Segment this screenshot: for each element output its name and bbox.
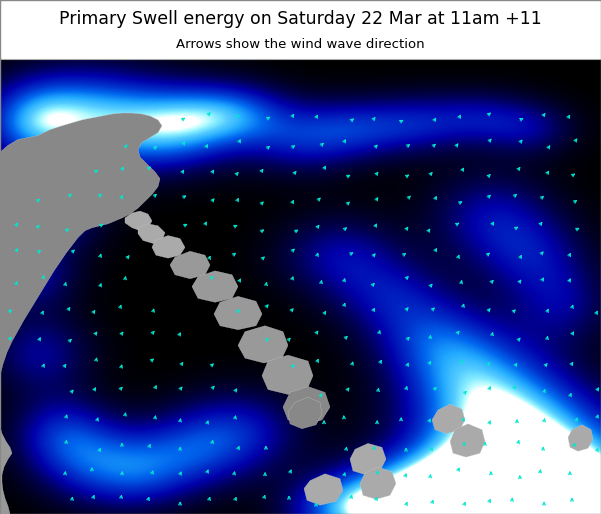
Polygon shape bbox=[350, 444, 386, 475]
Polygon shape bbox=[138, 224, 165, 244]
Polygon shape bbox=[170, 251, 210, 279]
Polygon shape bbox=[0, 392, 30, 514]
Polygon shape bbox=[283, 387, 330, 425]
Polygon shape bbox=[238, 326, 288, 363]
Polygon shape bbox=[262, 355, 313, 394]
Polygon shape bbox=[360, 467, 396, 499]
Polygon shape bbox=[304, 474, 343, 505]
Polygon shape bbox=[152, 235, 185, 258]
Polygon shape bbox=[214, 297, 262, 329]
Polygon shape bbox=[432, 404, 465, 434]
Polygon shape bbox=[192, 271, 238, 302]
Polygon shape bbox=[450, 424, 485, 457]
Text: Arrows show the wind wave direction: Arrows show the wind wave direction bbox=[176, 38, 425, 51]
Polygon shape bbox=[0, 113, 162, 514]
Polygon shape bbox=[288, 397, 322, 429]
Text: Primary Swell energy on Saturday 22 Mar at 11am +11: Primary Swell energy on Saturday 22 Mar … bbox=[59, 10, 542, 28]
Polygon shape bbox=[125, 211, 152, 231]
Polygon shape bbox=[568, 425, 593, 451]
